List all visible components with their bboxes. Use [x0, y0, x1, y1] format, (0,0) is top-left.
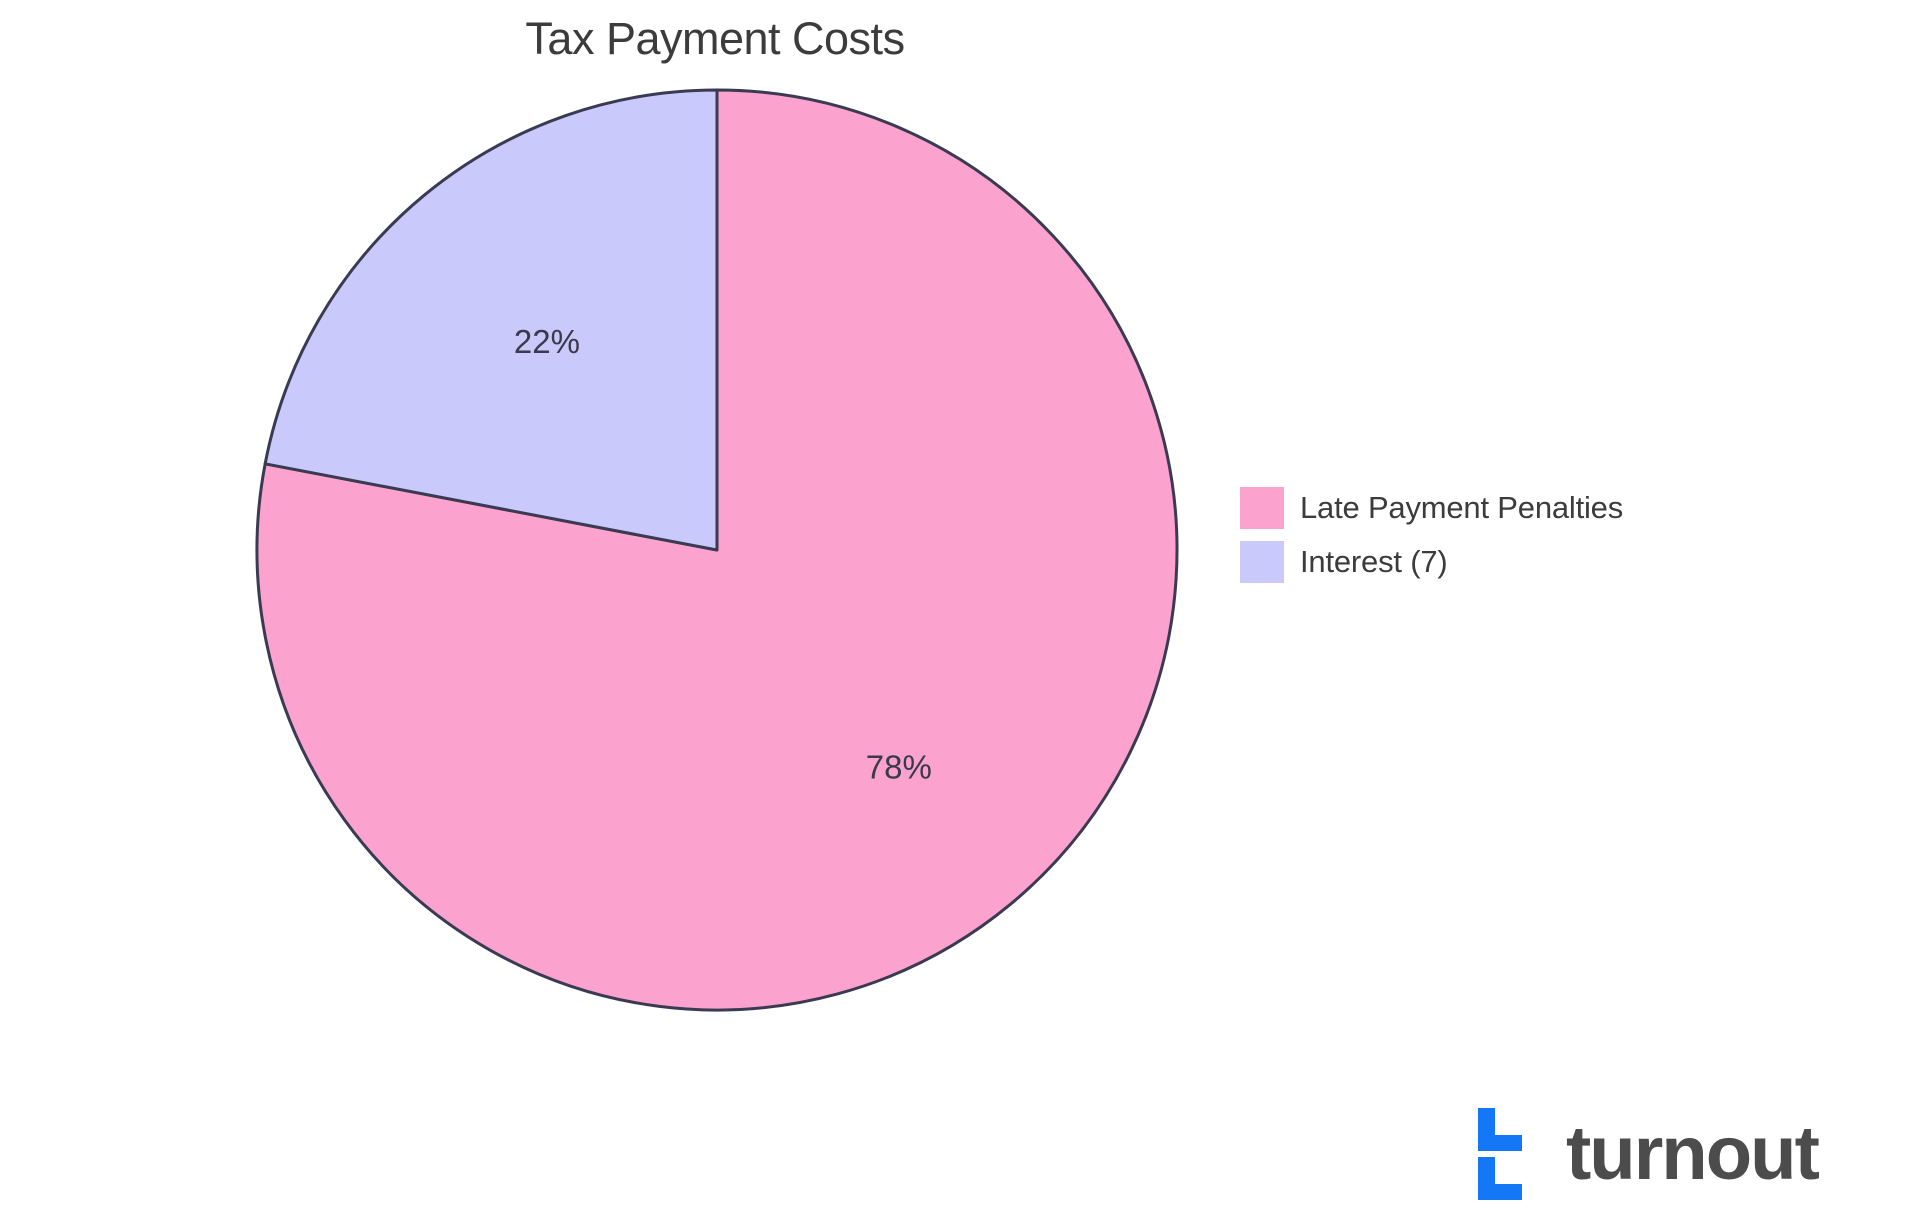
pie-svg: 78% 22% — [255, 88, 1179, 1012]
legend-item-interest[interactable]: Interest (7) — [1240, 541, 1623, 583]
legend-item-label: Late Payment Penalties — [1300, 490, 1624, 525]
chart-title: Tax Payment Costs — [525, 13, 905, 64]
brand-logo: turnout — [1478, 1108, 1820, 1200]
turnout-logo-mark-icon — [1478, 1108, 1522, 1200]
pie-slice-interest[interactable] — [263, 88, 719, 552]
legend-color-swatch-icon — [1240, 487, 1284, 529]
legend-color-swatch-icon — [1240, 541, 1284, 583]
pie-slice-label-late-payment-penalties: 78% — [866, 749, 932, 786]
pie-slice-label-interest: 22% — [514, 323, 580, 360]
pie-chart: 78% 22% — [255, 88, 1179, 1012]
chart-legend: Late Payment Penalties Interest (7) — [1240, 487, 1623, 583]
legend-item-label: Interest (7) — [1300, 544, 1448, 579]
legend-item-late-payment-penalties[interactable]: Late Payment Penalties — [1240, 487, 1623, 529]
brand-wordmark: turnout — [1566, 1111, 1820, 1196]
pie-slice-late-payment-penalties[interactable] — [255, 88, 1179, 1012]
